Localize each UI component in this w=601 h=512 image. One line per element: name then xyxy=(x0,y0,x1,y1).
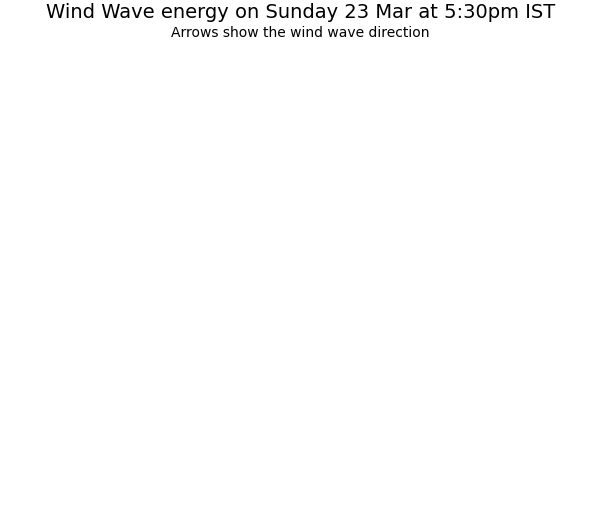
Text: Arrows show the wind wave direction: Arrows show the wind wave direction xyxy=(171,26,430,40)
Text: Wind Wave energy on Sunday 23 Mar at 5:30pm IST: Wind Wave energy on Sunday 23 Mar at 5:3… xyxy=(46,4,555,23)
